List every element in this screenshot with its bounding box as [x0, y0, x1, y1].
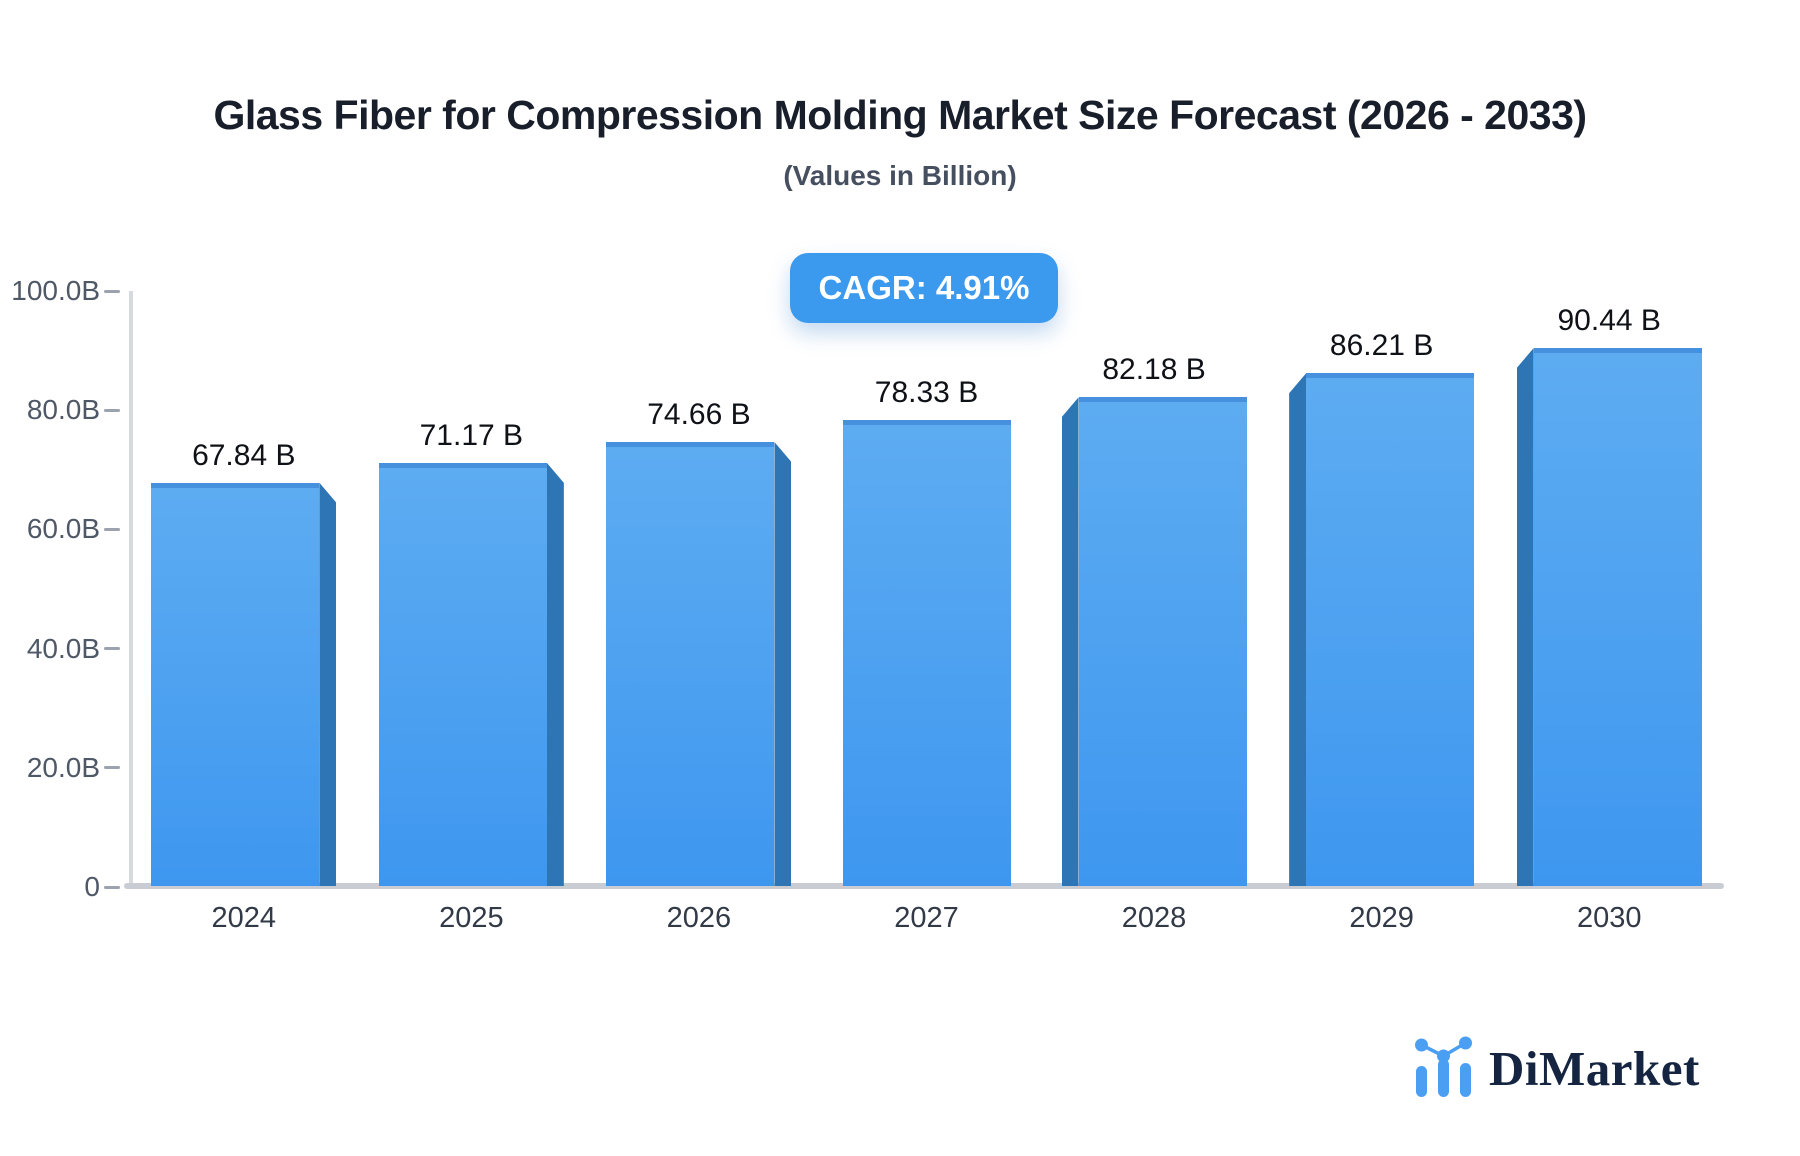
y-tick-mark	[104, 885, 120, 889]
x-axis-label: 2029	[1349, 902, 1414, 934]
bar-face[interactable]	[378, 462, 547, 886]
bar-value-label: 90.44 B	[1557, 303, 1661, 337]
dimarket-logo-icon	[1415, 1036, 1472, 1097]
bar-value-label: 67.84 B	[192, 438, 296, 472]
chart-title: Glass Fiber for Compression Molding Mark…	[213, 92, 1587, 138]
bar-3d-side	[774, 442, 792, 886]
brand-name: DiMarket	[1489, 1040, 1700, 1096]
bar-2027[interactable]	[834, 420, 1019, 886]
y-tick-label: 0	[84, 871, 100, 902]
bar-value-label: 86.21 B	[1329, 329, 1434, 363]
x-axis-label: 2026	[666, 902, 732, 934]
x-axis-label: 2025	[439, 902, 504, 934]
x-axis-label: 2030	[1576, 902, 1642, 934]
y-tick-label: 80.0B	[26, 394, 100, 426]
chart-subtitle: (Values in Billion)	[783, 160, 1017, 191]
y-tick-label: 60.0B	[26, 513, 100, 545]
bar-2024[interactable]	[151, 482, 337, 886]
y-tick-label: 100.0B	[11, 275, 100, 306]
bar-2030[interactable]	[1516, 347, 1702, 886]
x-axis-label: 2024	[211, 902, 277, 934]
bar-2029[interactable]	[1289, 373, 1475, 886]
y-axis-line	[129, 291, 133, 886]
y-tick-mark	[104, 408, 120, 412]
bar-2028[interactable]	[1061, 397, 1247, 886]
bar-3d-side	[546, 462, 564, 886]
x-axis-label: 2027	[894, 902, 959, 934]
y-tick-mark	[104, 766, 120, 770]
x-axis-baseline	[124, 883, 1724, 889]
bar-face[interactable]	[1306, 373, 1475, 886]
bar-2026[interactable]	[606, 442, 792, 886]
brand-watermark: DiMarket	[1412, 1036, 1700, 1100]
bar-3d-side	[1061, 397, 1079, 886]
y-tick-mark	[104, 527, 120, 531]
bar-face[interactable]	[1533, 347, 1702, 886]
bar-3d-side	[1516, 347, 1534, 886]
bar-3d-side	[1289, 373, 1307, 886]
y-tick-label: 20.0B	[26, 751, 100, 783]
y-tick-label: 40.0B	[26, 632, 100, 664]
bar-face[interactable]	[606, 442, 775, 886]
y-tick-mark	[104, 647, 120, 651]
bar-value-label: 71.17 B	[419, 418, 524, 452]
bar-face[interactable]	[1078, 397, 1247, 886]
bar-face[interactable]	[842, 420, 1011, 886]
y-tick-mark	[104, 289, 120, 293]
bar-2025[interactable]	[378, 462, 564, 886]
bar-3d-side	[319, 482, 337, 886]
x-axis-label: 2028	[1121, 902, 1187, 934]
bar-value-label: 78.33 B	[874, 376, 979, 410]
cagr-badge: CAGR: 4.91%	[790, 253, 1058, 323]
bar-value-label: 74.66 B	[647, 398, 751, 432]
bar-face[interactable]	[151, 482, 320, 886]
bar-value-label: 82.18 B	[1102, 353, 1206, 387]
